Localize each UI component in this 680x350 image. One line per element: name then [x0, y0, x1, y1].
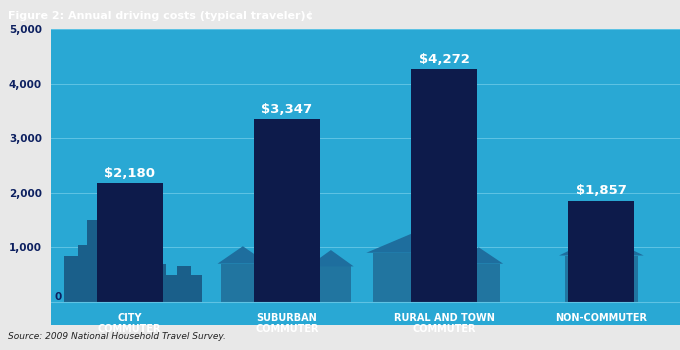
Text: Figure 2: Annual driving costs (typical traveler)¢: Figure 2: Annual driving costs (typical … [8, 11, 313, 21]
Bar [125, 264, 137, 302]
Polygon shape [218, 246, 268, 264]
Polygon shape [308, 250, 354, 266]
Bar [137, 272, 153, 302]
Bar [101, 242, 111, 302]
Bar [111, 253, 125, 302]
Bar [153, 264, 166, 302]
Bar [458, 264, 500, 302]
Bar [411, 69, 477, 302]
Polygon shape [559, 235, 644, 256]
Bar [78, 245, 87, 302]
Bar [87, 220, 101, 302]
Bar [221, 264, 265, 302]
Text: $1,857: $1,857 [576, 184, 627, 197]
Text: NON-COMMUTER: NON-COMMUTER [556, 313, 647, 323]
Bar [191, 275, 202, 302]
Text: $4,272: $4,272 [419, 52, 470, 65]
Bar [373, 253, 468, 302]
Bar [177, 266, 191, 302]
Text: $2,180: $2,180 [104, 167, 155, 180]
Bar [568, 201, 634, 302]
Bar [564, 256, 638, 302]
Text: $3,347: $3,347 [261, 103, 312, 116]
Polygon shape [454, 247, 503, 264]
Bar [301, 234, 311, 302]
Polygon shape [367, 230, 475, 253]
Bar [254, 119, 320, 302]
Bar [64, 256, 78, 302]
Bar [166, 275, 177, 302]
Bar [273, 225, 286, 302]
Text: Source: 2009 National Household Travel Survey.: Source: 2009 National Household Travel S… [8, 332, 226, 341]
Text: CITY
COMMUTER: CITY COMMUTER [98, 313, 161, 334]
Bar [287, 209, 298, 302]
Text: RURAL AND TOWN
COMMUTER: RURAL AND TOWN COMMUTER [394, 313, 494, 334]
Bar [311, 266, 351, 302]
Bar [97, 183, 163, 302]
Text: SUBURBAN
COMMUTER: SUBURBAN COMMUTER [255, 313, 319, 334]
Text: 0: 0 [54, 292, 61, 302]
